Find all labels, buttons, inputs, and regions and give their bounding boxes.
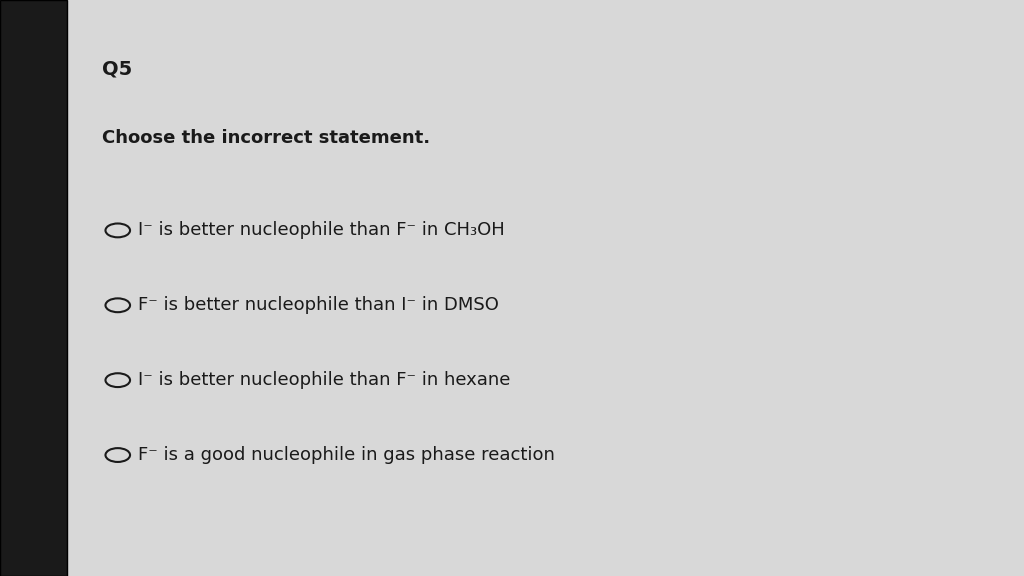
Text: I⁻ is better nucleophile than F⁻ in CH₃OH: I⁻ is better nucleophile than F⁻ in CH₃O… [138, 221, 505, 240]
Text: Choose the incorrect statement.: Choose the incorrect statement. [102, 129, 430, 147]
Text: I⁻ is better nucleophile than F⁻ in hexane: I⁻ is better nucleophile than F⁻ in hexa… [138, 371, 511, 389]
Text: F⁻ is a good nucleophile in gas phase reaction: F⁻ is a good nucleophile in gas phase re… [138, 446, 555, 464]
FancyBboxPatch shape [0, 0, 67, 576]
Text: Q5: Q5 [102, 60, 133, 78]
Text: F⁻ is better nucleophile than I⁻ in DMSO: F⁻ is better nucleophile than I⁻ in DMSO [138, 296, 499, 314]
